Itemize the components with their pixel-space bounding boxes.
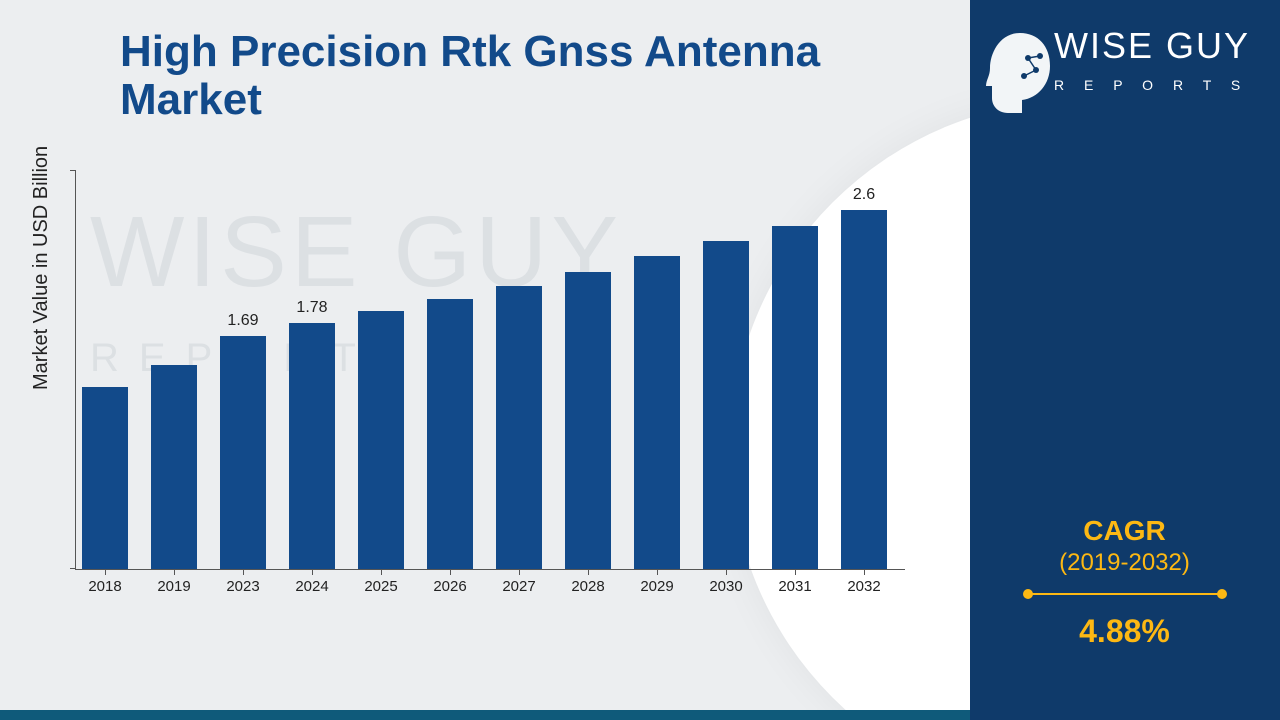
bar bbox=[772, 226, 818, 569]
brand-line2: R E P O R T S bbox=[1054, 77, 1248, 93]
bar bbox=[841, 210, 887, 569]
bar bbox=[82, 387, 128, 569]
x-tick-label: 2027 bbox=[489, 578, 549, 595]
plot-region: 2018201920231.6920241.782025202620272028… bbox=[75, 170, 905, 570]
bar bbox=[427, 299, 473, 569]
chart-area: 2018 2019 2023 1.69 2024 1.78 2025 2026 2027 2028… bbox=[75, 170, 905, 600]
x-tick bbox=[795, 569, 796, 575]
x-tick bbox=[864, 569, 865, 575]
x-tick-label: 2032 bbox=[834, 578, 894, 595]
x-tick-label: 2024 bbox=[282, 578, 342, 595]
x-tick-label: 2028 bbox=[558, 578, 618, 595]
bar bbox=[289, 323, 335, 569]
x-tick bbox=[657, 569, 658, 575]
bar-value-label: 1.78 bbox=[282, 299, 342, 317]
x-tick bbox=[726, 569, 727, 575]
x-tick bbox=[105, 569, 106, 575]
x-tick bbox=[519, 569, 520, 575]
x-tick bbox=[381, 569, 382, 575]
x-tick-label: 2019 bbox=[144, 578, 204, 595]
x-tick-label: 2023 bbox=[213, 578, 273, 595]
x-tick bbox=[450, 569, 451, 575]
brain-head-icon bbox=[980, 28, 1060, 118]
y-tick bbox=[70, 568, 76, 569]
x-tick bbox=[174, 569, 175, 575]
x-tick-label: 2018 bbox=[75, 578, 135, 595]
bar bbox=[220, 336, 266, 569]
cagr-range: (2019-2032) bbox=[1007, 549, 1242, 577]
y-tick bbox=[70, 170, 76, 171]
bar bbox=[358, 311, 404, 569]
cagr-divider bbox=[1025, 593, 1225, 595]
y-axis-label: Market Value in USD Billion bbox=[30, 146, 53, 390]
x-tick-label: 2029 bbox=[627, 578, 687, 595]
page-root: WISE GUYREPORTS High Precision Rtk Gnss … bbox=[0, 0, 1280, 720]
brand-line1: WISE GUY bbox=[1054, 25, 1250, 66]
brand-logo: WISE GUY R E P O R T S bbox=[1054, 30, 1250, 95]
cagr-label: CAGR bbox=[1007, 515, 1242, 547]
bottom-accent-bar bbox=[0, 710, 970, 720]
bar bbox=[703, 241, 749, 569]
x-tick-label: 2025 bbox=[351, 578, 411, 595]
chart-title: High Precision Rtk Gnss Antenna Market bbox=[120, 28, 880, 125]
x-tick bbox=[312, 569, 313, 575]
bar bbox=[496, 286, 542, 569]
x-tick-label: 2026 bbox=[420, 578, 480, 595]
x-tick-label: 2031 bbox=[765, 578, 825, 595]
bar bbox=[151, 365, 197, 569]
x-tick-label: 2030 bbox=[696, 578, 756, 595]
bar-value-label: 2.6 bbox=[834, 186, 894, 204]
bar-value-label: 1.69 bbox=[213, 312, 273, 330]
bar bbox=[634, 256, 680, 569]
x-tick bbox=[588, 569, 589, 575]
cagr-block: CAGR (2019-2032) 4.88% bbox=[1007, 515, 1242, 650]
cagr-value: 4.88% bbox=[1007, 613, 1242, 650]
bar bbox=[565, 272, 611, 569]
x-tick bbox=[243, 569, 244, 575]
